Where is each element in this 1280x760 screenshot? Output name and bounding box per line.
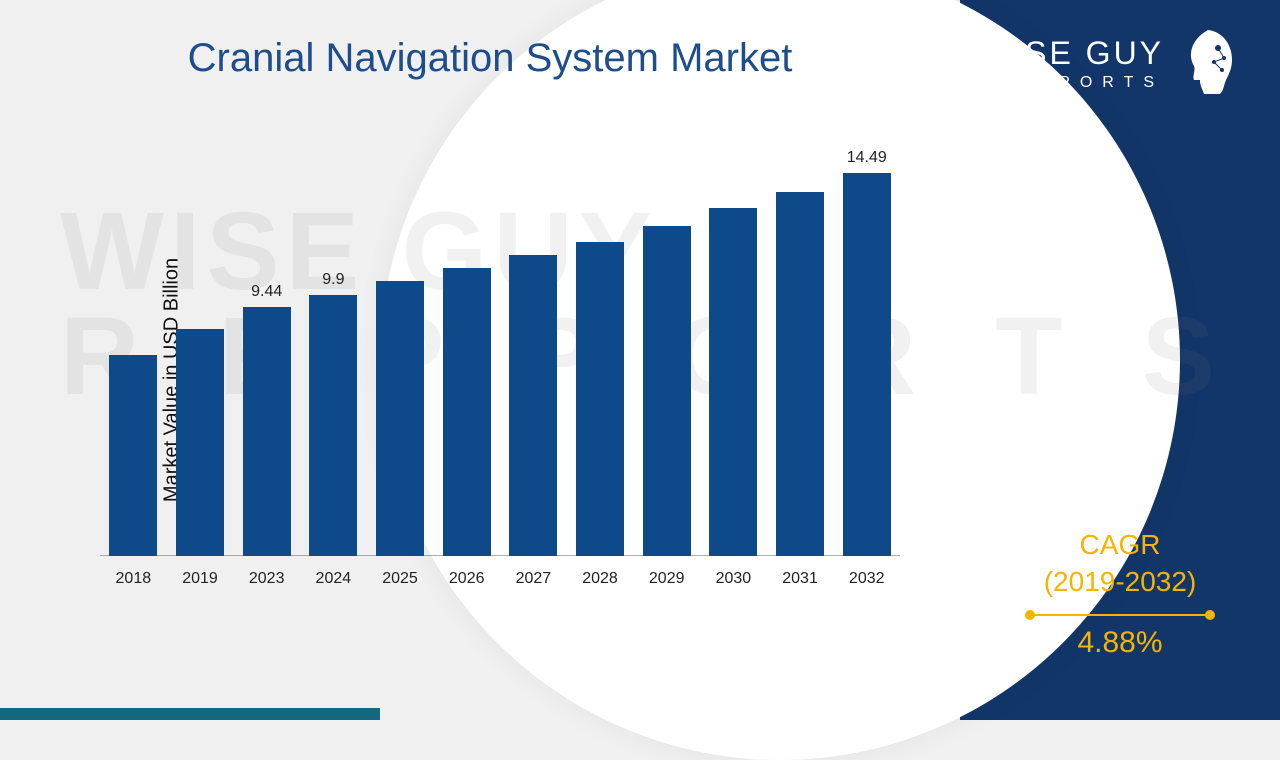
bar-chart: Market Value in USD Billion 9.449.914.49… xyxy=(70,160,900,600)
bar xyxy=(843,173,891,556)
bar xyxy=(776,192,824,556)
bar-slot: 9.9 xyxy=(300,160,367,556)
x-tick-label: 2024 xyxy=(300,570,367,588)
bar-slot xyxy=(700,160,767,556)
bottom-strip xyxy=(0,708,380,720)
logo-line2: REPORTS xyxy=(1017,74,1164,92)
bar xyxy=(309,295,357,556)
bar-value-label: 9.44 xyxy=(233,283,300,301)
cagr-label-line2: (2019-2032) xyxy=(1044,566,1197,597)
x-tick-label: 2028 xyxy=(567,570,634,588)
bar-slot xyxy=(500,160,567,556)
cagr-block: CAGR (2019-2032) 4.88% xyxy=(990,527,1250,660)
bars-container: 9.449.9 14.49 xyxy=(100,160,900,556)
bar-slot: 9.44 xyxy=(233,160,300,556)
brand-logo: WISE GUY REPORTS xyxy=(980,28,1250,98)
bar-value-label: 9.9 xyxy=(300,271,367,289)
cagr-divider xyxy=(1030,614,1210,616)
bar-value-label: 14.49 xyxy=(833,149,900,167)
plot-area: 9.449.9 14.49 xyxy=(100,160,900,556)
bar-slot xyxy=(633,160,700,556)
bar xyxy=(376,281,424,556)
bar xyxy=(109,355,157,556)
x-tick-label: 2019 xyxy=(167,570,234,588)
bar xyxy=(443,268,491,556)
bar-slot: 14.49 xyxy=(833,160,900,556)
logo-line1: WISE GUY xyxy=(980,35,1164,72)
x-tick-label: 2018 xyxy=(100,570,167,588)
bar-slot xyxy=(567,160,634,556)
x-tick-label: 2031 xyxy=(767,570,834,588)
bar-slot xyxy=(167,160,234,556)
x-ticks: 2018201920232024202520262027202820292030… xyxy=(100,570,900,588)
bar xyxy=(709,208,757,556)
cagr-label-line1: CAGR xyxy=(1080,529,1161,560)
bar xyxy=(643,226,691,556)
x-tick-label: 2032 xyxy=(833,570,900,588)
x-tick-label: 2029 xyxy=(633,570,700,588)
bar-slot xyxy=(100,160,167,556)
head-icon xyxy=(1174,28,1236,98)
bar-slot xyxy=(367,160,434,556)
x-tick-label: 2030 xyxy=(700,570,767,588)
bar xyxy=(176,329,224,556)
bar-slot xyxy=(433,160,500,556)
x-tick-label: 2025 xyxy=(367,570,434,588)
x-tick-label: 2023 xyxy=(233,570,300,588)
bar-slot xyxy=(767,160,834,556)
x-tick-label: 2027 xyxy=(500,570,567,588)
chart-title: Cranial Navigation System Market xyxy=(80,36,900,81)
x-tick-label: 2026 xyxy=(433,570,500,588)
canvas: WISE GUY R E P P O R T S Cranial Navigat… xyxy=(0,0,1280,720)
bar xyxy=(243,307,291,556)
bar xyxy=(509,255,557,556)
bar xyxy=(576,242,624,556)
logo-text: WISE GUY REPORTS xyxy=(980,35,1164,92)
cagr-label: CAGR (2019-2032) xyxy=(990,527,1250,600)
cagr-value: 4.88% xyxy=(990,626,1250,660)
